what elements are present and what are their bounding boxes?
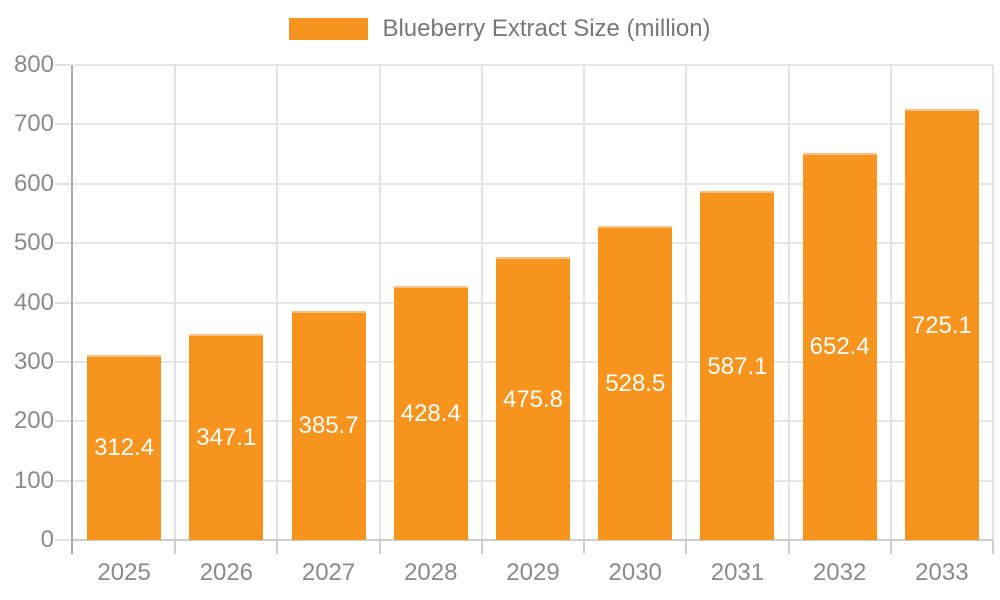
bar[interactable]: 475.8 (496, 257, 570, 540)
y-tick (55, 479, 71, 482)
y-axis-label: 800 (13, 51, 54, 78)
bar-value-label: 652.4 (809, 333, 870, 361)
x-axis-label: 2032 (812, 559, 867, 586)
x-axis-label: 2027 (301, 559, 356, 586)
v-gridline (276, 65, 279, 540)
v-gridline (583, 65, 586, 540)
x-tick (889, 540, 892, 554)
h-gridline (73, 182, 993, 185)
y-axis-label: 0 (40, 526, 54, 553)
x-tick (583, 540, 586, 554)
bar-value-label: 385.7 (298, 412, 359, 440)
v-gridline (889, 65, 892, 540)
y-tick (55, 420, 71, 423)
x-axis-label: 2031 (710, 559, 765, 586)
x-axis-label: 2033 (915, 559, 969, 586)
bar[interactable]: 652.4 (802, 152, 877, 540)
v-gridline (787, 65, 790, 540)
bar[interactable]: 347.1 (189, 333, 264, 540)
legend-swatch-icon (289, 18, 369, 40)
y-axis-label: 400 (13, 288, 54, 316)
x-tick (480, 540, 483, 554)
y-tick (55, 242, 71, 245)
x-axis-label: 2029 (506, 559, 560, 586)
x-tick (276, 540, 279, 554)
x-tick (174, 540, 177, 554)
bar-value-label: 312.4 (94, 434, 155, 462)
y-tick (55, 64, 71, 66)
y-axis-line (71, 65, 73, 554)
bar-value-label: 587.1 (707, 352, 768, 380)
y-axis-label: 200 (13, 407, 54, 435)
x-axis-label: 2026 (199, 559, 254, 586)
y-tick (55, 360, 71, 363)
y-axis-label: 300 (13, 347, 54, 375)
h-gridline (73, 123, 993, 126)
bar-value-label: 725.1 (911, 311, 972, 339)
bar[interactable]: 428.4 (393, 285, 468, 540)
v-gridline (685, 65, 688, 540)
y-tick (55, 182, 71, 185)
legend-item[interactable]: Blueberry Extract Size (million) (0, 16, 1000, 42)
v-gridline (174, 65, 177, 540)
x-tick (992, 540, 994, 554)
y-tick (55, 539, 71, 541)
y-axis-label: 600 (13, 169, 54, 197)
x-tick (787, 540, 790, 554)
x-axis-label: 2028 (404, 559, 458, 586)
y-axis-label: 100 (13, 466, 54, 494)
bar[interactable]: 587.1 (700, 191, 775, 540)
bar-value-label: 528.5 (605, 370, 666, 398)
y-axis-label: 500 (13, 229, 54, 257)
bar[interactable]: 725.1 (904, 109, 979, 540)
x-axis-label: 2030 (608, 559, 662, 586)
v-gridline (992, 65, 994, 540)
x-tick (685, 540, 688, 554)
x-axis-label: 2025 (97, 559, 151, 586)
x-tick (378, 540, 381, 554)
y-tick (55, 301, 71, 304)
bar[interactable]: 528.5 (598, 226, 673, 540)
v-gridline (480, 65, 483, 540)
x-axis-line (73, 539, 993, 541)
bar-value-label: 347.1 (196, 423, 257, 451)
h-gridline (73, 242, 993, 245)
y-axis-label: 700 (13, 110, 54, 138)
legend-label: Blueberry Extract Size (million) (382, 15, 711, 42)
y-tick (55, 123, 71, 126)
bar-value-label: 475.8 (502, 385, 564, 413)
v-gridline (378, 65, 381, 540)
bar[interactable]: 385.7 (291, 310, 366, 540)
bar[interactable]: 312.4 (87, 354, 162, 540)
bar-value-label: 428.4 (400, 399, 461, 427)
h-gridline (73, 64, 993, 66)
